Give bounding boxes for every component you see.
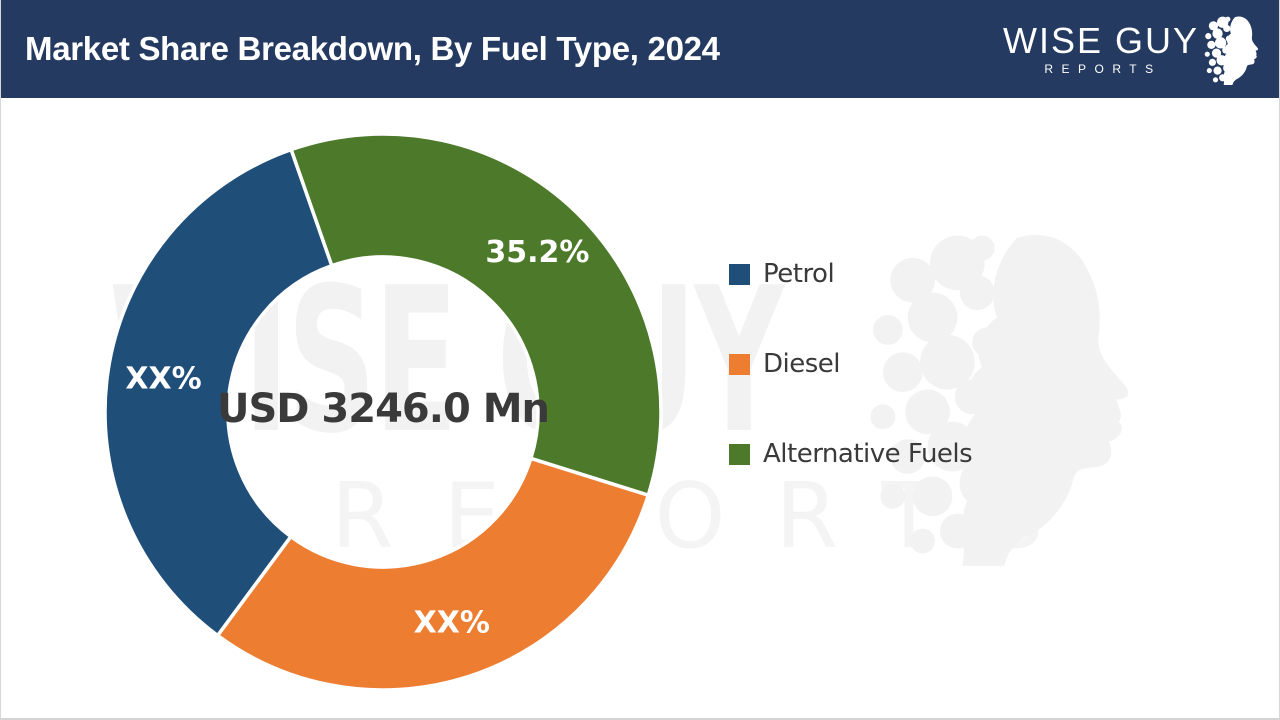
legend-item-alternative-fuels: Alternative Fuels	[729, 439, 973, 469]
slice-label-alternative-fuels: 35.2%	[485, 235, 589, 270]
legend-label-petrol: Petrol	[763, 259, 835, 289]
logo-wordmark: WISE GUY	[1002, 19, 1199, 61]
donut-center-value: USD 3246.0 Mn	[217, 386, 550, 432]
logo-subtext: REPORTS	[1044, 61, 1162, 76]
legend-swatch-petrol	[729, 263, 750, 285]
page-title: Market Share Breakdown, By Fuel Type, 20…	[25, 30, 720, 67]
wise-guy-logo: WISE GUY REPORTS	[1003, 13, 1265, 85]
slice-label-petrol: XX%	[125, 361, 201, 396]
slice-label-diesel: XX%	[414, 606, 490, 641]
donut-segment-alternative-fuels	[289, 132, 663, 497]
legend-swatch-alternative-fuels	[729, 443, 750, 465]
donut-segment-petrol	[103, 147, 334, 638]
legend: Petrol Diesel Alternative Fuels	[729, 259, 973, 530]
legend-swatch-diesel	[729, 353, 750, 375]
donut-segment-diesel	[215, 456, 650, 692]
legend-item-petrol: Petrol	[729, 259, 972, 289]
legend-label-alternative-fuels: Alternative Fuels	[763, 439, 973, 469]
donut-chart: 35.2% XX% XX%	[103, 132, 663, 692]
legend-item-diesel: Diesel	[729, 349, 972, 379]
legend-label-diesel: Diesel	[763, 349, 841, 379]
head-silhouette-icon	[1203, 13, 1265, 85]
header-bar: Market Share Breakdown, By Fuel Type, 20…	[1, 0, 1279, 98]
